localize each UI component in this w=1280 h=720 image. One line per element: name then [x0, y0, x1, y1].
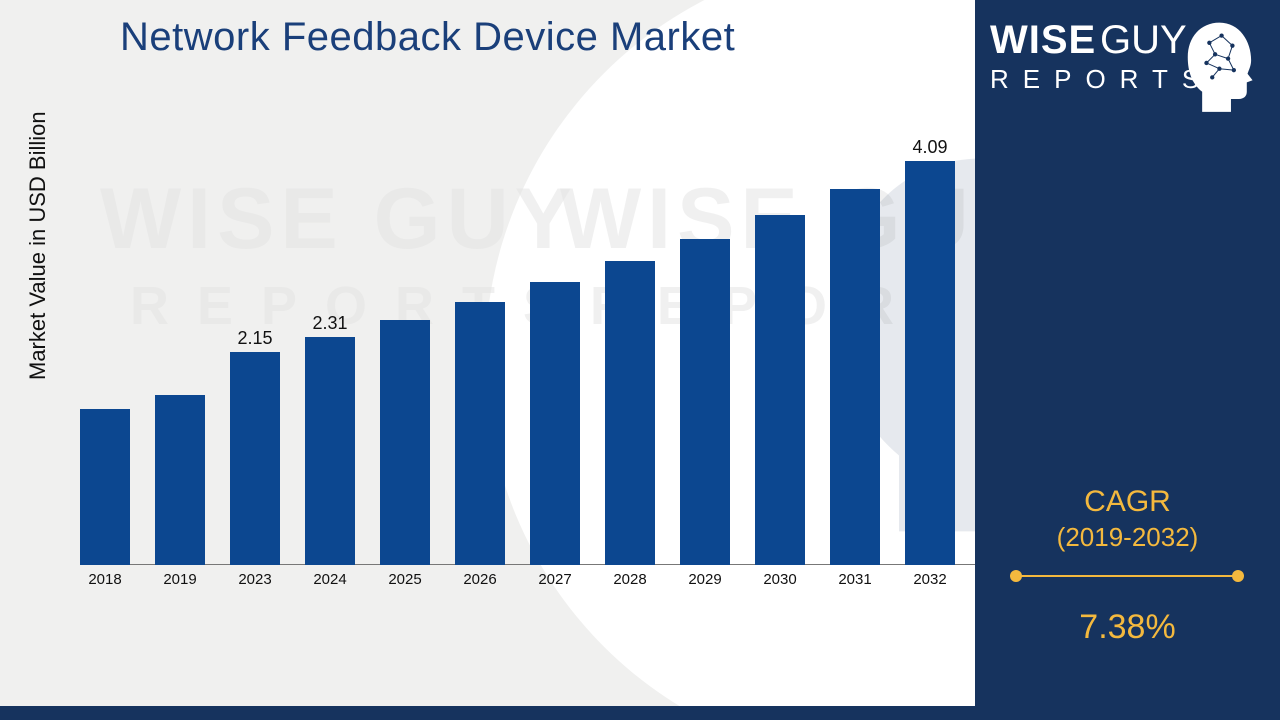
- bar-2030: [755, 215, 805, 565]
- bar-chart-plot: 2.15 2.31 4.09: [80, 120, 980, 565]
- bar-fill: [830, 189, 880, 565]
- logo-text-guy: GUY: [1100, 18, 1187, 63]
- bar-fill: [305, 337, 355, 565]
- x-category: 2019: [150, 571, 210, 588]
- bar-fill: [530, 282, 580, 565]
- bar-value-label: 2.15: [230, 328, 280, 349]
- chart-canvas: WISE GUY WISE GUY REPORTS REPORTS Networ…: [0, 0, 1280, 720]
- logo-head-icon: [1182, 20, 1254, 116]
- x-category: 2030: [750, 571, 810, 588]
- x-category: 2026: [450, 571, 510, 588]
- bar-fill: [80, 409, 130, 565]
- bar-fill: [680, 239, 730, 565]
- chart-title: Network Feedback Device Market: [120, 15, 735, 60]
- x-category: 2028: [600, 571, 660, 588]
- bar-fill: [380, 320, 430, 565]
- x-category: 2029: [675, 571, 735, 588]
- cagr-divider: [1016, 575, 1238, 577]
- cagr-dot-left: [1010, 570, 1022, 582]
- bar-fill: [455, 302, 505, 565]
- x-category: 2031: [825, 571, 885, 588]
- bar-fill: [755, 215, 805, 565]
- bar-fill: [230, 352, 280, 565]
- x-category: 2032: [900, 571, 960, 588]
- bar-2029: [680, 239, 730, 565]
- bar-2028: [605, 261, 655, 565]
- bar-2026: [455, 302, 505, 565]
- bar-2023: 2.15: [230, 352, 280, 565]
- bar-2027: [530, 282, 580, 565]
- bar-value-label: 4.09: [905, 137, 955, 158]
- bar-2025: [380, 320, 430, 565]
- bottom-strip: [0, 706, 1280, 720]
- bar-fill: [605, 261, 655, 565]
- wiseguy-logo: WISE GUY REPORTS: [990, 18, 1260, 138]
- logo-text-reports: REPORTS: [990, 64, 1213, 95]
- cagr-title: CAGR: [975, 485, 1280, 519]
- logo-text-wise: WISE: [990, 18, 1096, 63]
- bar-2032: 4.09: [905, 161, 955, 565]
- bar-fill: [905, 161, 955, 565]
- bar-fill: [155, 395, 205, 565]
- bar-2018: [80, 409, 130, 565]
- y-axis-label: Market Value in USD Billion: [25, 111, 51, 380]
- cagr-dot-right: [1232, 570, 1244, 582]
- x-category: 2024: [300, 571, 360, 588]
- bar-2019: [155, 395, 205, 565]
- x-category: 2023: [225, 571, 285, 588]
- x-category: 2027: [525, 571, 585, 588]
- x-category: 2025: [375, 571, 435, 588]
- bar-2031: [830, 189, 880, 565]
- x-category: 2018: [75, 571, 135, 588]
- bar-2024: 2.31: [305, 337, 355, 565]
- cagr-value: 7.38%: [975, 608, 1280, 647]
- x-axis-categories: 2018201920232024202520262027202820292030…: [80, 565, 980, 595]
- cagr-range: (2019-2032): [975, 522, 1280, 553]
- bar-value-label: 2.31: [305, 313, 355, 334]
